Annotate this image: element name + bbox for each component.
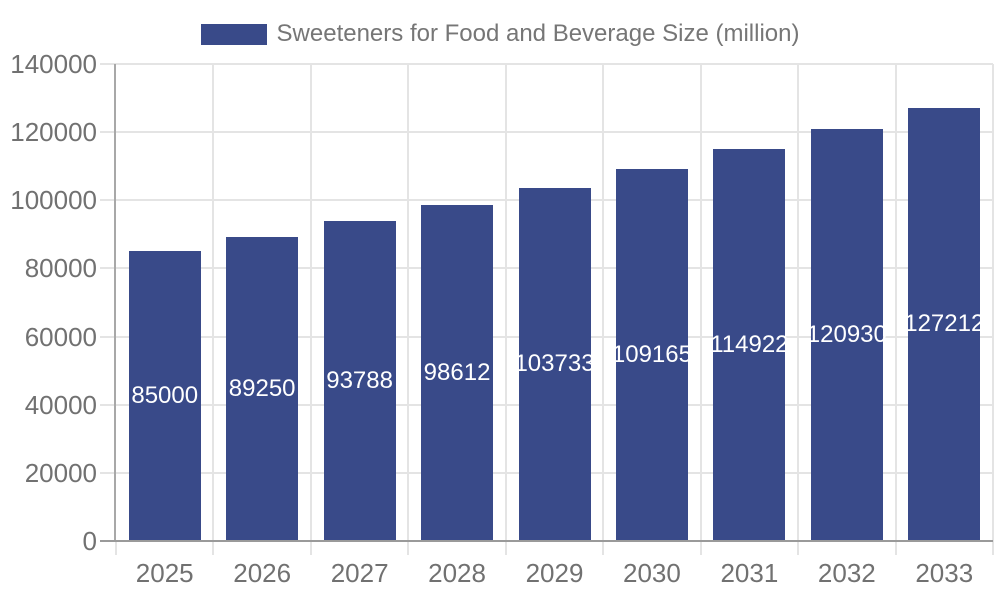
x-axis-tick-label: 2029	[525, 558, 584, 588]
y-axis-line	[114, 64, 116, 541]
x-axis-tick-label: 2031	[720, 558, 779, 588]
x-axis-tick-label: 2033	[915, 558, 974, 588]
x-axis-tick-label: 2030	[623, 558, 681, 588]
x-axis-tick-label: 2027	[330, 558, 389, 588]
bar-value-label: 93788	[326, 367, 393, 395]
y-axis-tick-label: 80000	[24, 253, 97, 284]
gridline-vertical	[212, 64, 215, 555]
x-axis-line	[100, 540, 993, 542]
y-axis-tick-label: 120000	[10, 117, 97, 148]
y-axis-tick-label: 100000	[10, 185, 97, 216]
gridline-vertical	[699, 64, 702, 555]
legend-label: Sweeteners for Food and Beverage Size (m…	[276, 20, 800, 47]
x-axis-tick	[115, 541, 117, 555]
gridline-vertical	[992, 64, 994, 555]
gridline-vertical	[797, 64, 800, 555]
bar-value-label: 127212	[904, 310, 985, 338]
bar	[713, 149, 786, 541]
bar	[226, 236, 299, 541]
bar-value-label: 89250	[228, 374, 296, 402]
bar	[908, 107, 981, 541]
bar	[615, 169, 688, 541]
x-axis-tick-label: 2028	[428, 558, 486, 588]
gridline-horizontal	[100, 131, 993, 134]
bar	[323, 221, 396, 541]
y-axis-tick-label: 0	[82, 526, 97, 556]
gridline-vertical	[504, 64, 507, 555]
x-axis-tick-label: 2025	[135, 558, 194, 588]
bar-value-label: 120930	[806, 320, 887, 348]
bar-value-label: 114922	[710, 331, 789, 359]
bar	[518, 187, 591, 541]
gridline-vertical	[407, 64, 410, 555]
bar-value-label: 109165	[611, 341, 692, 369]
bar	[128, 251, 201, 541]
gridline-horizontal	[100, 63, 993, 65]
gridline-vertical	[602, 64, 605, 555]
y-axis-tick-label: 60000	[24, 321, 97, 352]
gridline-vertical	[309, 64, 312, 555]
y-axis-tick-label: 140000	[10, 49, 97, 79]
legend-item[interactable]: Sweeteners for Food and Beverage Size (m…	[200, 20, 800, 48]
y-axis-tick-label: 20000	[24, 457, 97, 488]
legend-swatch-icon	[200, 23, 267, 45]
gridline-vertical	[894, 64, 897, 555]
bar-value-label: 103733	[514, 350, 595, 378]
x-axis-tick-label: 2032	[817, 558, 876, 588]
bar	[810, 128, 883, 541]
bar-value-label: 85000	[131, 382, 199, 410]
bar	[421, 205, 494, 541]
x-axis-tick-label: 2026	[233, 558, 292, 588]
legend: Sweeteners for Food and Beverage Size (m…	[0, 20, 1000, 48]
y-axis-tick-label: 40000	[24, 389, 97, 420]
bar-value-label: 98612	[423, 359, 491, 386]
